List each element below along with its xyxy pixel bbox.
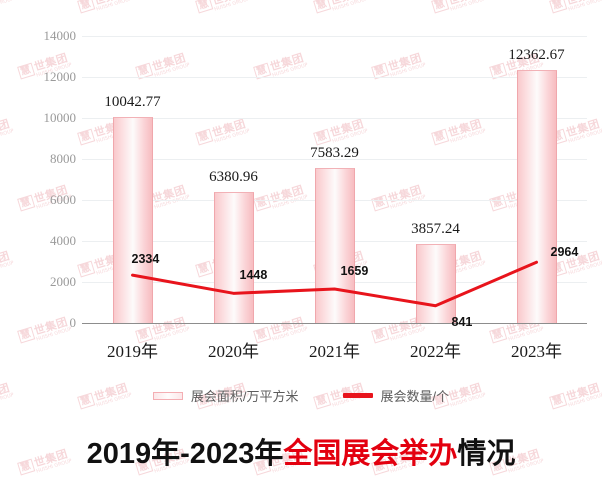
chart-title-suffix: 情况 (457, 438, 516, 470)
bar-value-label: 12362.67 (508, 46, 565, 63)
y-axis-tick-label: 12000 (43, 69, 77, 84)
legend-line-swatch-icon (342, 393, 373, 398)
chart-legend: 展会面积/万平方米 展会数量/个 (0, 386, 602, 405)
y-axis-tick-label: 6000 (50, 192, 76, 207)
y-axis-tick-label: 8000 (50, 151, 76, 166)
y-axis-tick-label: 0 (69, 315, 77, 330)
legend-label-count: 展会数量/个 (380, 389, 450, 404)
chart-plot-area: 0 2000 4000 6000 8000 10000 12000 14000 10042.7… (43, 28, 587, 361)
bar-value-label: 3857.24 (411, 220, 460, 237)
y-axis-tick-label: 2000 (50, 274, 76, 289)
legend-item-count[interactable]: 展会数量/个 (342, 386, 450, 405)
bar-2020年[interactable] (213, 192, 254, 323)
bar-value-label: 6380.96 (209, 169, 258, 186)
line-series (131, 260, 538, 308)
legend-label-area: 展会面积/万平方米 (190, 389, 299, 404)
x-axis-tick-label: 2023年 (511, 342, 562, 361)
chart-title: 2019年-2023年全国展会举办情况 (0, 430, 602, 472)
y-axis-tick-label: 4000 (50, 233, 76, 248)
gridline (82, 77, 587, 78)
line-value-label: 1448 (239, 268, 268, 283)
x-axis-tick-label: 2020年 (208, 342, 259, 361)
line-value-label: 2334 (131, 252, 160, 267)
gridline (82, 36, 587, 37)
gridline (82, 118, 587, 119)
legend-bar-swatch-icon (152, 391, 183, 400)
bar-2021年[interactable] (314, 167, 355, 323)
x-axis-line (82, 323, 587, 324)
y-axis-tick-label: 14000 (43, 28, 77, 43)
y-axis-tick-label: 10000 (43, 110, 77, 125)
bar-2022年[interactable] (415, 243, 456, 323)
line-value-label: 1659 (340, 263, 369, 278)
x-axis-tick-label: 2019年 (107, 342, 158, 361)
x-axis-tick-label: 2021年 (309, 342, 360, 361)
bar-2023年[interactable] (516, 69, 557, 323)
bar-2019年[interactable] (112, 117, 153, 323)
line-value-label: 841 (451, 314, 473, 329)
x-axis-tick-label: 2022年 (410, 342, 461, 361)
chart-title-prefix: 2019年-2023年 (86, 438, 284, 470)
legend-item-area[interactable]: 展会面积/万平方米 (152, 386, 299, 405)
line-value-label: 2964 (550, 245, 579, 260)
bar-value-label: 7583.29 (310, 144, 359, 161)
chart-title-highlight: 全国展会举办 (283, 438, 458, 470)
gridline (82, 159, 587, 160)
bar-value-label: 10042.77 (104, 94, 161, 111)
